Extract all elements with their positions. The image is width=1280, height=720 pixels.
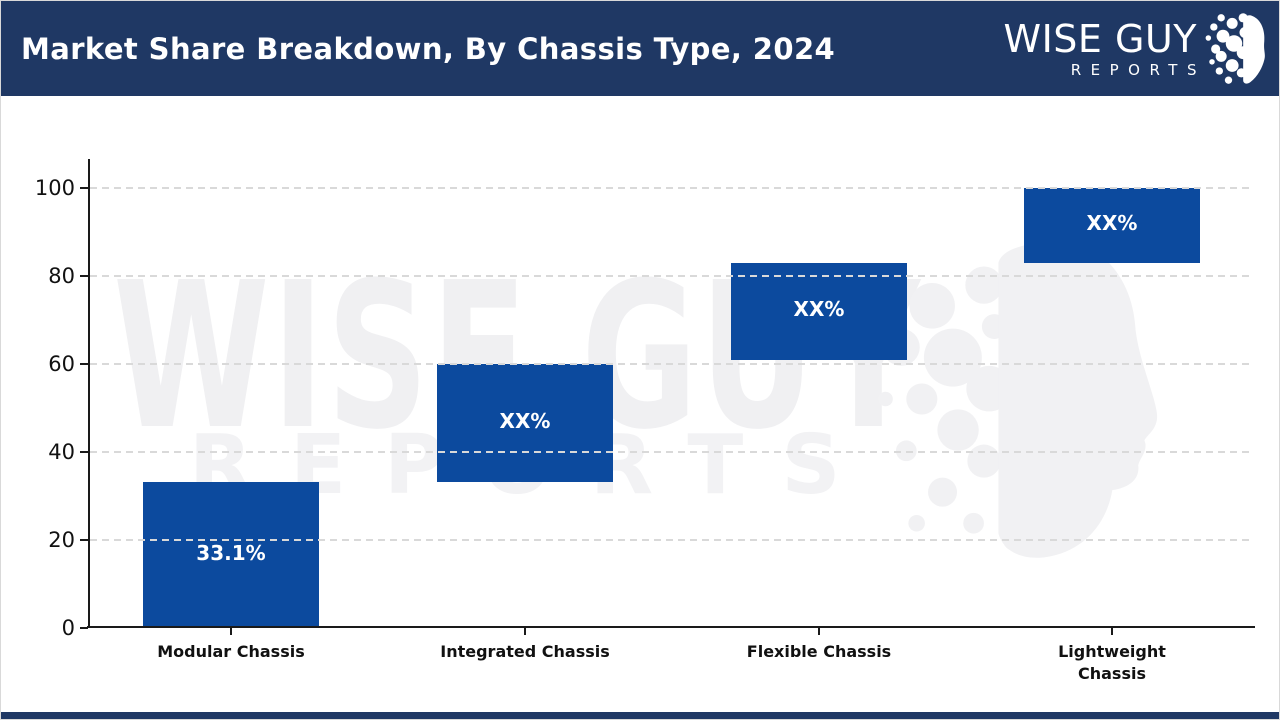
bar-value-label-modular-chassis: 33.1% <box>196 541 266 566</box>
x-category-label-integrated-chassis: Integrated Chassis <box>440 642 610 661</box>
footer-bar <box>1 712 1279 719</box>
x-category-label-modular-chassis: Modular Chassis <box>157 642 305 661</box>
x-category-label-flexible-chassis: Flexible Chassis <box>746 642 892 661</box>
y-axis-line <box>88 159 90 628</box>
header-band: Market Share Breakdown, By Chassis Type,… <box>1 1 1279 96</box>
y-tick-label-20: 20 <box>48 528 75 552</box>
logo-name: WISE GUY <box>1003 16 1197 61</box>
wise-guy-logo: WISE GUY REPORTS <box>1004 9 1267 89</box>
bar-modular-chassis <box>143 482 319 628</box>
gridline-80 <box>90 275 1254 277</box>
y-tick-0 <box>80 627 88 629</box>
bar-value-label-flexible-chassis: XX% <box>793 297 845 322</box>
bar-integrated-chassis <box>437 364 613 483</box>
page-title: Market Share Breakdown, By Chassis Type,… <box>21 31 836 66</box>
bar-flexible-chassis <box>731 262 907 360</box>
x-tick-modular-chassis <box>230 628 232 635</box>
gridline-100 <box>90 187 1254 189</box>
dotted-head-profile-watermark <box>878 240 1158 558</box>
gridline-40 <box>90 451 1254 453</box>
bar-value-label-integrated-chassis: XX% <box>499 409 551 434</box>
logo-tagline: REPORTS <box>1070 60 1206 79</box>
x-category-label-lightweight-chassis: Lightweight Chassis <box>1058 642 1166 683</box>
y-tick-label-100: 100 <box>34 176 75 200</box>
logo-text: WISE GUY REPORTS <box>1004 20 1197 78</box>
plot-area: 0 20 40 60 80 100 33.1% Modular Chassis XX% Integ… <box>1 96 1279 714</box>
y-tick-label-0: 0 <box>61 616 75 640</box>
dotted-head-profile-icon <box>1205 12 1265 84</box>
x-tick-integrated-chassis <box>524 628 526 635</box>
bar-value-label-lightweight-chassis: XX% <box>1086 211 1138 236</box>
y-tick-40 <box>80 451 88 453</box>
bar-lightweight-chassis <box>1024 188 1200 263</box>
gridline-60 <box>90 363 1254 365</box>
y-tick-100 <box>80 187 88 189</box>
y-tick-label-60: 60 <box>48 352 75 376</box>
x-tick-flexible-chassis <box>818 628 820 635</box>
y-tick-80 <box>80 275 88 277</box>
x-tick-lightweight-chassis <box>1111 628 1113 635</box>
x-axis-line <box>87 626 1255 628</box>
y-tick-label-40: 40 <box>48 440 75 464</box>
y-tick-60 <box>80 363 88 365</box>
y-tick-label-80: 80 <box>48 264 75 288</box>
y-tick-20 <box>80 539 88 541</box>
gridline-20 <box>90 539 1254 541</box>
